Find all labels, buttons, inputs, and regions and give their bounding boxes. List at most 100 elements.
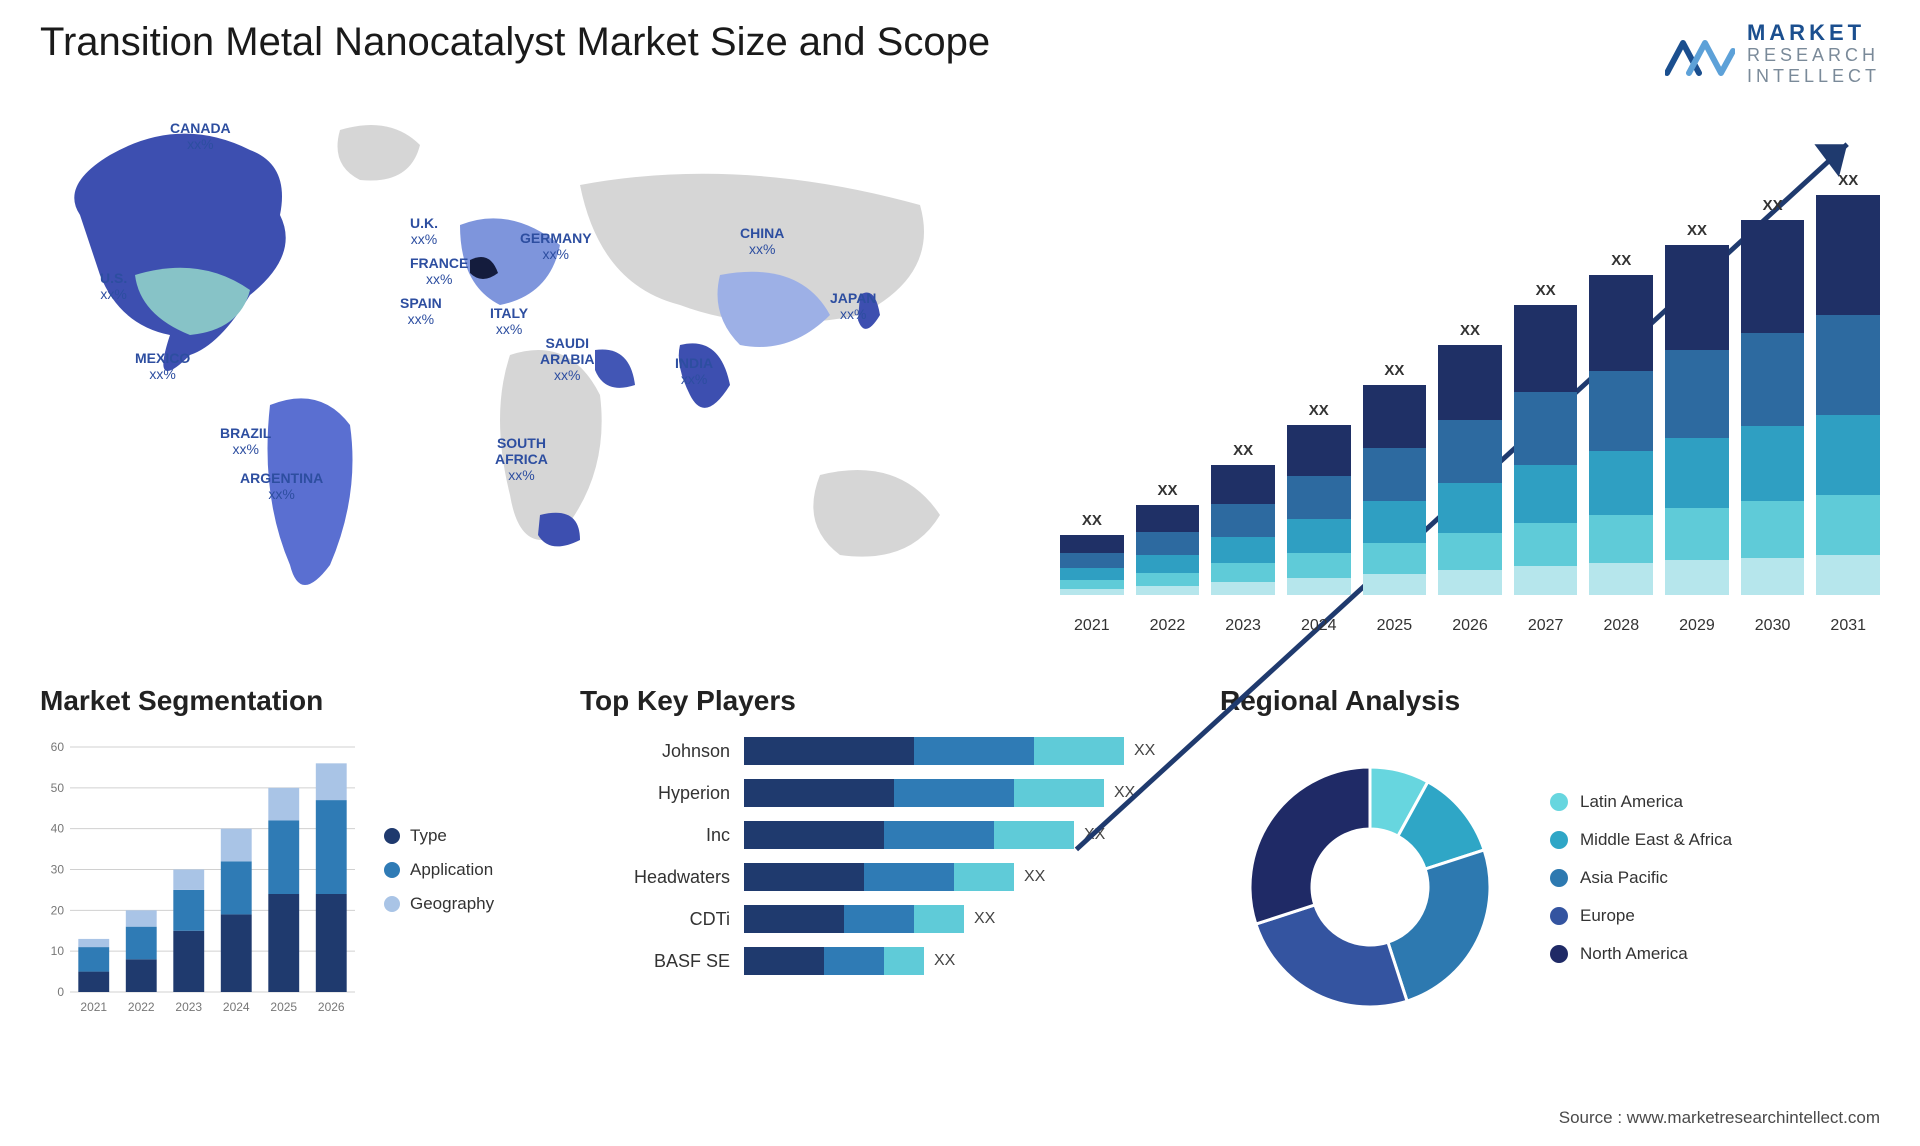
forecast-bar-segment — [1741, 333, 1805, 427]
forecast-bar-segment — [1363, 574, 1427, 595]
forecast-bar-segment — [1136, 573, 1200, 587]
forecast-x-label: 2027 — [1514, 609, 1578, 635]
svg-text:2026: 2026 — [318, 1000, 345, 1014]
forecast-bar-segment — [1060, 553, 1124, 568]
forecast-bar-segment — [1211, 537, 1275, 563]
svg-text:40: 40 — [51, 822, 65, 836]
player-row: JohnsonXX — [580, 737, 1180, 765]
forecast-bar: XX — [1589, 252, 1653, 595]
player-name: Hyperion — [580, 783, 730, 804]
seg-bar-segment — [316, 894, 347, 992]
svg-text:2021: 2021 — [80, 1000, 107, 1014]
player-bar-segment — [954, 863, 1014, 891]
map-label: ARGENTINAxx% — [240, 470, 323, 502]
forecast-bar-segment — [1136, 586, 1200, 595]
forecast-bar-segment — [1060, 580, 1124, 589]
logo-line2: RESEARCH — [1747, 45, 1880, 66]
map-region — [595, 349, 635, 387]
forecast-bar-value: XX — [1763, 197, 1783, 214]
forecast-bar-value: XX — [1082, 512, 1102, 529]
player-name: Johnson — [580, 741, 730, 762]
forecast-bar-segment — [1665, 245, 1729, 350]
regional-panel: Regional Analysis Latin AmericaMiddle Ea… — [1220, 685, 1880, 1037]
player-row: BASF SEXX — [580, 947, 1180, 975]
player-bar-segment — [914, 737, 1034, 765]
player-name: Inc — [580, 825, 730, 846]
forecast-x-label: 2025 — [1363, 609, 1427, 635]
legend-swatch-icon — [1550, 831, 1568, 849]
logo: MARKET RESEARCH INTELLECT — [1665, 20, 1880, 87]
seg-bar-segment — [126, 910, 157, 926]
player-bar — [744, 821, 1074, 849]
forecast-bar-segment — [1589, 515, 1653, 563]
map-label: CHINAxx% — [740, 225, 784, 257]
players-title: Top Key Players — [580, 685, 1180, 717]
seg-bar-segment — [221, 861, 252, 914]
seg-bar-segment — [173, 931, 204, 992]
forecast-bar: XX — [1665, 222, 1729, 595]
player-bar-segment — [884, 947, 924, 975]
regional-legend-item: Middle East & Africa — [1550, 830, 1732, 850]
seg-bar-segment — [126, 959, 157, 992]
legend-swatch-icon — [1550, 793, 1568, 811]
forecast-bar-segment — [1211, 563, 1275, 583]
forecast-bar: XX — [1060, 512, 1124, 595]
player-bar-segment — [1014, 779, 1104, 807]
forecast-bar-value: XX — [1611, 252, 1631, 269]
legend-swatch-icon — [1550, 869, 1568, 887]
seg-bar-segment — [316, 800, 347, 894]
player-bar — [744, 863, 1014, 891]
player-value: XX — [1114, 784, 1135, 802]
forecast-bar-segment — [1136, 505, 1200, 532]
forecast-bar-segment — [1363, 543, 1427, 575]
forecast-x-label: 2022 — [1136, 609, 1200, 635]
forecast-bar-segment — [1665, 438, 1729, 508]
forecast-bar-segment — [1211, 465, 1275, 504]
players-panel: Top Key Players JohnsonXX Hyperion XX Inc XX… — [580, 685, 1180, 989]
forecast-bar: XX — [1438, 322, 1502, 595]
donut-slice — [1388, 850, 1490, 1001]
seg-bar-segment — [268, 821, 299, 895]
player-bar-segment — [744, 737, 914, 765]
forecast-bar-segment — [1438, 345, 1502, 420]
legend-label: Latin America — [1580, 792, 1683, 812]
player-bar-segment — [844, 905, 914, 933]
page-title: Transition Metal Nanocatalyst Market Siz… — [40, 20, 1880, 65]
legend-swatch-icon — [384, 828, 400, 844]
player-bar-segment — [744, 947, 824, 975]
source-text: Source : www.marketresearchintellect.com — [1559, 1108, 1880, 1128]
player-bar-segment — [884, 821, 994, 849]
player-name: CDTi — [580, 909, 730, 930]
forecast-bar: XX — [1211, 442, 1275, 595]
regional-legend: Latin AmericaMiddle East & AfricaAsia Pa… — [1550, 792, 1732, 982]
seg-legend-item: Application — [384, 860, 494, 880]
forecast-bar-segment — [1589, 563, 1653, 595]
forecast-bar: XX — [1741, 197, 1805, 595]
legend-swatch-icon — [384, 896, 400, 912]
player-bar-segment — [1034, 737, 1124, 765]
svg-text:30: 30 — [51, 863, 65, 877]
map-label: U.S.xx% — [100, 270, 127, 302]
forecast-bar-segment — [1741, 426, 1805, 501]
forecast-bar-segment — [1060, 568, 1124, 580]
forecast-bar-segment — [1438, 533, 1502, 571]
legend-label: Application — [410, 860, 493, 880]
forecast-bar-segment — [1060, 589, 1124, 595]
forecast-bar-segment — [1136, 555, 1200, 573]
forecast-bar-segment — [1287, 578, 1351, 595]
forecast-bar-value: XX — [1384, 362, 1404, 379]
player-bar — [744, 779, 1104, 807]
forecast-bar-segment — [1060, 535, 1124, 553]
donut-slice — [1250, 767, 1370, 924]
forecast-bar-segment — [1363, 501, 1427, 543]
world-map: CANADAxx%U.S.xx%MEXICOxx%BRAZILxx%ARGENT… — [40, 95, 1020, 635]
regional-legend-item: Europe — [1550, 906, 1732, 926]
forecast-bar-segment — [1741, 558, 1805, 596]
forecast-bar: XX — [1363, 362, 1427, 595]
regional-donut — [1220, 737, 1520, 1037]
forecast-bar-segment — [1514, 523, 1578, 567]
player-value: XX — [1024, 868, 1045, 886]
map-label: SOUTHAFRICAxx% — [495, 435, 548, 483]
regional-legend-item: Latin America — [1550, 792, 1732, 812]
forecast-bar-segment — [1816, 555, 1880, 595]
